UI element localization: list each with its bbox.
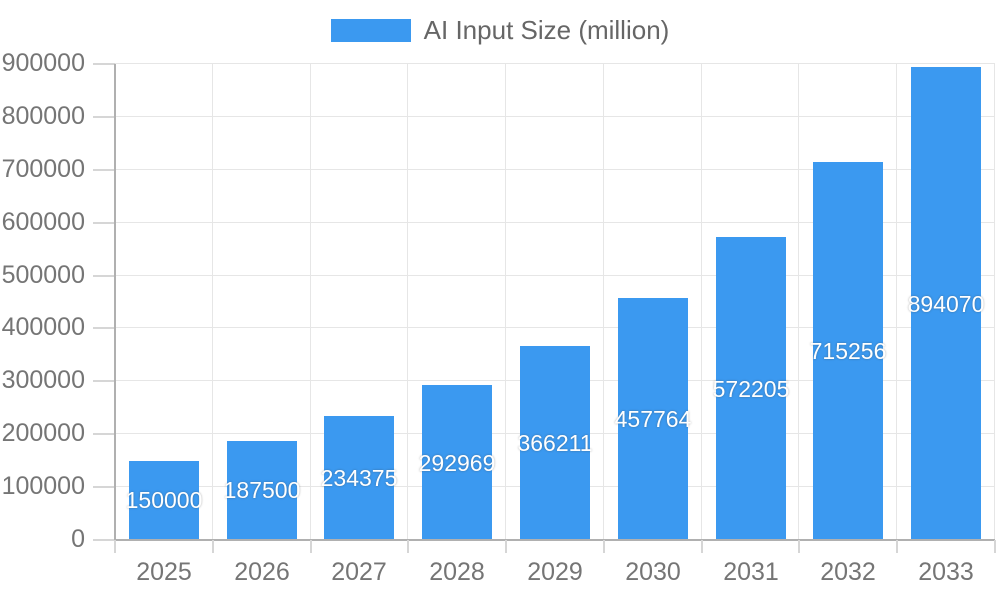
bar bbox=[813, 162, 883, 540]
y-axis-tick-label: 200000 bbox=[1, 419, 85, 447]
gridline bbox=[115, 63, 995, 64]
bar bbox=[618, 298, 688, 540]
tick-mark bbox=[994, 540, 996, 553]
bar-value-label: 366211 bbox=[517, 430, 593, 456]
gridline bbox=[310, 64, 311, 540]
tick-mark bbox=[93, 486, 115, 488]
tick-mark bbox=[93, 327, 115, 329]
y-axis-tick-label: 900000 bbox=[1, 49, 85, 77]
tick-mark bbox=[93, 539, 115, 541]
tick-mark bbox=[93, 116, 115, 118]
y-axis-tick-label: 700000 bbox=[1, 155, 85, 183]
y-axis-tick-label: 0 bbox=[71, 525, 85, 553]
bar bbox=[520, 346, 590, 540]
tick-mark bbox=[798, 540, 800, 553]
y-axis-tick-label: 400000 bbox=[1, 313, 85, 341]
bar-value-label: 715256 bbox=[809, 338, 887, 364]
tick-mark bbox=[93, 222, 115, 224]
gridline bbox=[994, 64, 995, 540]
bar-value-label: 150000 bbox=[125, 487, 203, 513]
bar bbox=[422, 385, 492, 540]
tick-mark bbox=[114, 540, 116, 553]
gridline bbox=[505, 64, 506, 540]
gridline bbox=[212, 64, 213, 540]
tick-mark bbox=[93, 380, 115, 382]
bar bbox=[324, 416, 394, 540]
y-axis-tick-label: 800000 bbox=[1, 102, 85, 130]
legend-label: AI Input Size (million) bbox=[423, 14, 670, 45]
legend[interactable]: AI Input Size (million) bbox=[0, 14, 1000, 45]
x-axis-tick-label: 2029 bbox=[527, 558, 583, 586]
tick-mark bbox=[212, 540, 214, 553]
bar-value-label: 234375 bbox=[320, 465, 398, 491]
y-axis-tick-label: 500000 bbox=[1, 261, 85, 289]
x-axis-tick-label: 2032 bbox=[820, 558, 876, 586]
x-axis-tick-label: 2028 bbox=[429, 558, 485, 586]
tick-mark bbox=[407, 540, 409, 553]
bar-value-label: 292969 bbox=[418, 450, 496, 476]
bar-value-label: 187500 bbox=[223, 477, 301, 503]
x-axis-tick-label: 2026 bbox=[234, 558, 290, 586]
y-axis-tick-label: 100000 bbox=[1, 472, 85, 500]
x-axis-tick-label: 2031 bbox=[723, 558, 779, 586]
bar-value-label: 457764 bbox=[614, 406, 692, 432]
y-axis-line bbox=[114, 64, 116, 540]
x-axis-line bbox=[115, 539, 995, 541]
y-axis-tick-label: 600000 bbox=[1, 208, 85, 236]
tick-mark bbox=[310, 540, 312, 553]
gridline bbox=[115, 327, 995, 328]
gridline bbox=[115, 169, 995, 170]
tick-mark bbox=[701, 540, 703, 553]
bar bbox=[129, 461, 199, 540]
bar bbox=[911, 67, 981, 540]
gridline bbox=[115, 222, 995, 223]
bar-value-label: 894070 bbox=[907, 291, 985, 317]
gridline bbox=[798, 64, 799, 540]
tick-mark bbox=[93, 275, 115, 277]
x-axis-tick-label: 2033 bbox=[918, 558, 974, 586]
tick-mark bbox=[93, 169, 115, 171]
gridline bbox=[603, 64, 604, 540]
gridline bbox=[701, 64, 702, 540]
x-axis-tick-label: 2025 bbox=[136, 558, 192, 586]
gridline bbox=[115, 275, 995, 276]
legend-swatch bbox=[330, 18, 411, 42]
tick-mark bbox=[896, 540, 898, 553]
bar bbox=[716, 237, 786, 540]
tick-mark bbox=[603, 540, 605, 553]
x-axis-tick-label: 2027 bbox=[331, 558, 387, 586]
bar bbox=[227, 441, 297, 540]
gridline bbox=[407, 64, 408, 540]
tick-mark bbox=[93, 433, 115, 435]
bar-value-label: 572205 bbox=[712, 376, 790, 402]
gridline bbox=[896, 64, 897, 540]
x-axis-tick-label: 2030 bbox=[625, 558, 681, 586]
y-axis-tick-label: 300000 bbox=[1, 366, 85, 394]
tick-mark bbox=[93, 63, 115, 65]
tick-mark bbox=[505, 540, 507, 553]
gridline bbox=[115, 116, 995, 117]
